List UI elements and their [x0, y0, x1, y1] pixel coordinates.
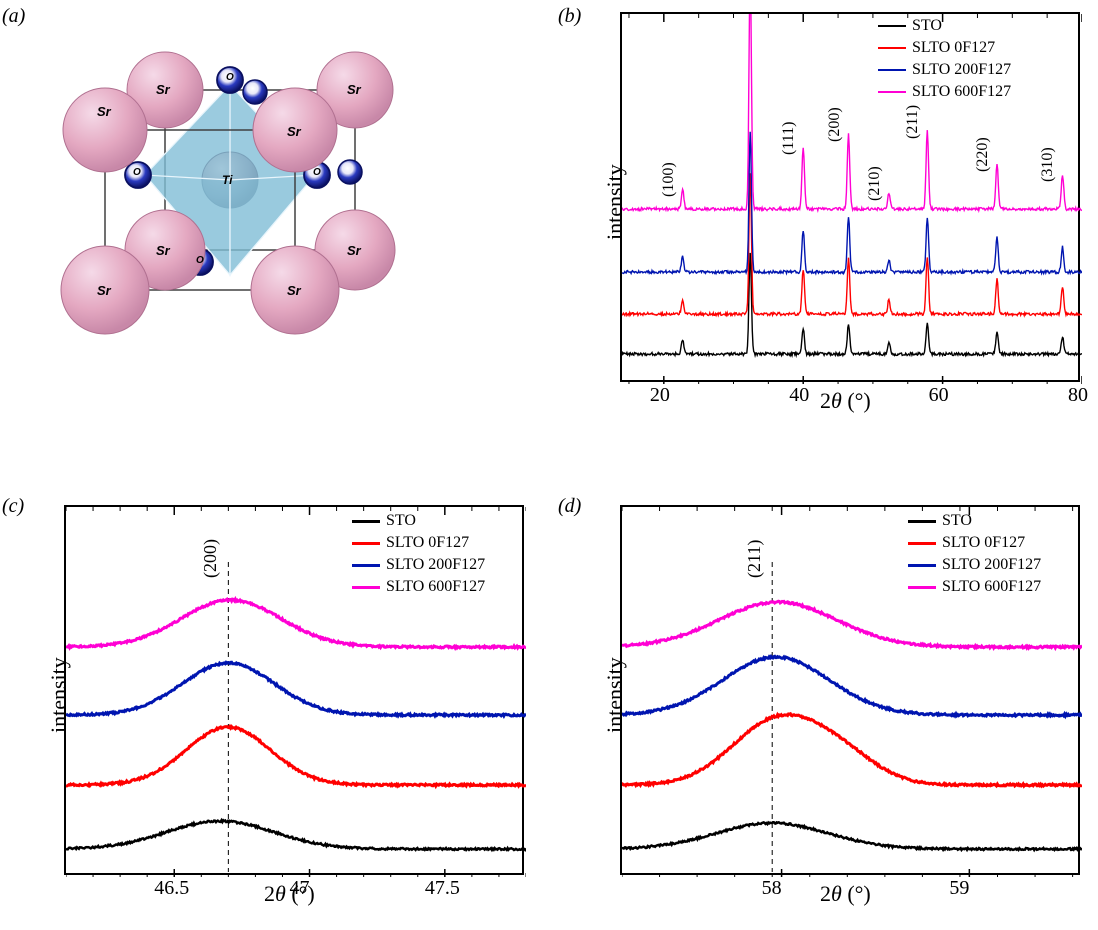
peak-label: (310) — [1039, 147, 1057, 182]
sr-label-4: Sr — [287, 283, 301, 298]
legend-swatch — [878, 25, 906, 27]
xtick-label: 46.5 — [154, 877, 189, 900]
legend-label: SLTO 0F127 — [912, 39, 995, 57]
panel-d-legend: STO SLTO 0F127 SLTO 200F127 SLTO 600F127 — [908, 510, 1041, 598]
panel-d-label: (d) — [558, 495, 581, 518]
xlabel-pre-c: 2 — [264, 881, 275, 906]
sr-label-5: Sr — [156, 82, 170, 97]
peak-label: (200) — [200, 539, 221, 578]
legend-item: STO — [352, 510, 485, 532]
panel-b-xlabel: 2θ (°) — [820, 388, 871, 414]
sr-label-8: Sr — [347, 243, 361, 258]
panel-b-legend: STO SLTO 0F127 SLTO 200F127 SLTO 600F127 — [878, 15, 1011, 103]
legend-label: STO — [386, 512, 416, 530]
legend-swatch — [878, 47, 906, 49]
peak-label: (210) — [866, 166, 884, 201]
peak-label: (211) — [904, 105, 922, 139]
sr-label-6: Sr — [347, 82, 361, 97]
legend-label: SLTO 600F127 — [386, 578, 485, 596]
sr-label-1: Sr — [97, 104, 111, 119]
legend-item: SLTO 0F127 — [908, 532, 1041, 554]
o-label-1: O — [133, 167, 141, 178]
panel-c-legend: STO SLTO 0F127 SLTO 200F127 SLTO 600F127 — [352, 510, 485, 598]
sr-label-2: Sr — [287, 124, 301, 139]
legend-item: SLTO 600F127 — [908, 576, 1041, 598]
xtick-label: 47.5 — [425, 877, 460, 900]
panel-a-label: (a) — [2, 5, 25, 28]
legend-swatch — [352, 586, 380, 589]
peak-label: (100) — [660, 162, 678, 197]
xlabel-theta-c: θ — [275, 881, 286, 906]
legend-label: SLTO 600F127 — [912, 83, 1011, 101]
xtick-label: 58 — [762, 877, 782, 900]
legend-label: SLTO 200F127 — [912, 61, 1011, 79]
legend-item: SLTO 0F127 — [352, 532, 485, 554]
legend-label: STO — [912, 17, 942, 35]
xtick-label: 20 — [650, 384, 670, 407]
legend-item: SLTO 200F127 — [352, 554, 485, 576]
legend-label: SLTO 0F127 — [942, 534, 1025, 552]
crystal-structure — [55, 20, 435, 360]
panel-c-label: (c) — [2, 495, 24, 518]
xtick-label: 40 — [789, 384, 809, 407]
legend-item: SLTO 200F127 — [878, 59, 1011, 81]
o-label-2: O — [313, 167, 321, 178]
xlabel-pre: 2 — [820, 388, 831, 413]
legend-swatch — [908, 542, 936, 545]
legend-swatch — [352, 520, 380, 523]
legend-item: STO — [878, 15, 1011, 37]
xlabel-pre-d: 2 — [820, 881, 831, 906]
legend-swatch — [352, 564, 380, 567]
sr-label-3: Sr — [97, 283, 111, 298]
legend-label: SLTO 600F127 — [942, 578, 1041, 596]
peak-label: (111) — [780, 122, 798, 155]
legend-item: SLTO 600F127 — [878, 81, 1011, 103]
panel-b-ylabel: intensity — [602, 164, 628, 240]
peak-label: (220) — [974, 137, 992, 172]
o-label-3: O — [196, 255, 204, 266]
legend-item: SLTO 600F127 — [352, 576, 485, 598]
peak-label: (200) — [826, 107, 844, 142]
legend-swatch — [908, 564, 936, 567]
xlabel-unit: (°) — [842, 388, 871, 413]
legend-item: STO — [908, 510, 1041, 532]
legend-swatch — [878, 91, 906, 93]
sr-label-7: Sr — [156, 243, 170, 258]
xtick-label: 59 — [949, 877, 969, 900]
panel-d-xlabel: 2θ (°) — [820, 881, 871, 907]
xtick-label: 60 — [929, 384, 949, 407]
legend-swatch — [908, 520, 936, 523]
panel-d-ylabel: intensity — [602, 657, 628, 733]
legend-label: STO — [942, 512, 972, 530]
legend-swatch — [908, 586, 936, 589]
xtick-label: 80 — [1068, 384, 1088, 407]
legend-swatch — [878, 69, 906, 71]
ti-label: Ti — [222, 173, 232, 187]
xlabel-theta: θ — [831, 388, 842, 413]
legend-item: SLTO 0F127 — [878, 37, 1011, 59]
xlabel-unit-d: (°) — [842, 881, 871, 906]
legend-item: SLTO 200F127 — [908, 554, 1041, 576]
legend-swatch — [352, 542, 380, 545]
xlabel-theta-d: θ — [831, 881, 842, 906]
panel-c-ylabel: intensity — [46, 657, 72, 733]
panel-b-label: (b) — [558, 5, 581, 28]
xtick-label: 47 — [290, 877, 310, 900]
legend-label: SLTO 200F127 — [386, 556, 485, 574]
o-label-4: O — [226, 72, 234, 83]
legend-label: SLTO 0F127 — [386, 534, 469, 552]
peak-label: (211) — [744, 540, 765, 578]
legend-label: SLTO 200F127 — [942, 556, 1041, 574]
